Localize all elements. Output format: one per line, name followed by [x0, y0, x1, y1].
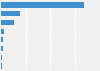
Bar: [1, 20, 14, 25]
Bar: [1, 11, 20, 16]
Bar: [1, 37, 3, 42]
Bar: [1, 29, 4, 34]
Bar: [1, 2, 84, 8]
Bar: [1, 63, 2, 69]
Bar: [1, 46, 3, 51]
Bar: [1, 55, 2, 60]
